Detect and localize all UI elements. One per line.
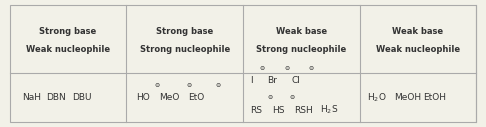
Text: EtO: EtO — [189, 93, 205, 102]
Text: H$_2$O: H$_2$O — [367, 91, 386, 104]
Text: $\ominus$: $\ominus$ — [154, 81, 160, 89]
Text: $\ominus$: $\ominus$ — [308, 64, 315, 72]
Text: Strong base: Strong base — [39, 27, 97, 36]
Text: RSH: RSH — [295, 106, 313, 115]
Text: Strong nucleophile: Strong nucleophile — [256, 45, 347, 54]
Text: I: I — [250, 76, 253, 85]
Text: HS: HS — [272, 106, 285, 115]
Text: $\ominus$: $\ominus$ — [289, 93, 295, 101]
Text: H$_2$S: H$_2$S — [320, 104, 338, 116]
Text: $\ominus$: $\ominus$ — [284, 64, 291, 72]
Text: MeO: MeO — [159, 93, 180, 102]
Text: DBN: DBN — [46, 93, 66, 102]
Text: Weak base: Weak base — [392, 27, 444, 36]
Text: RS: RS — [250, 106, 262, 115]
Text: $\ominus$: $\ominus$ — [215, 81, 222, 89]
Text: Cl: Cl — [292, 76, 300, 85]
Text: EtOH: EtOH — [423, 93, 446, 102]
Text: HO: HO — [136, 93, 150, 102]
Text: Br: Br — [267, 76, 277, 85]
Text: Weak nucleophile: Weak nucleophile — [26, 45, 110, 54]
Text: DBU: DBU — [72, 93, 91, 102]
Text: Strong base: Strong base — [156, 27, 213, 36]
Text: $\ominus$: $\ominus$ — [267, 93, 274, 101]
Text: $\ominus$: $\ominus$ — [259, 64, 265, 72]
Text: Strong nucleophile: Strong nucleophile — [139, 45, 230, 54]
Text: Weak nucleophile: Weak nucleophile — [376, 45, 460, 54]
Text: Weak base: Weak base — [276, 27, 327, 36]
Text: NaH: NaH — [22, 93, 41, 102]
Text: MeOH: MeOH — [394, 93, 421, 102]
Text: $\ominus$: $\ominus$ — [186, 81, 192, 89]
